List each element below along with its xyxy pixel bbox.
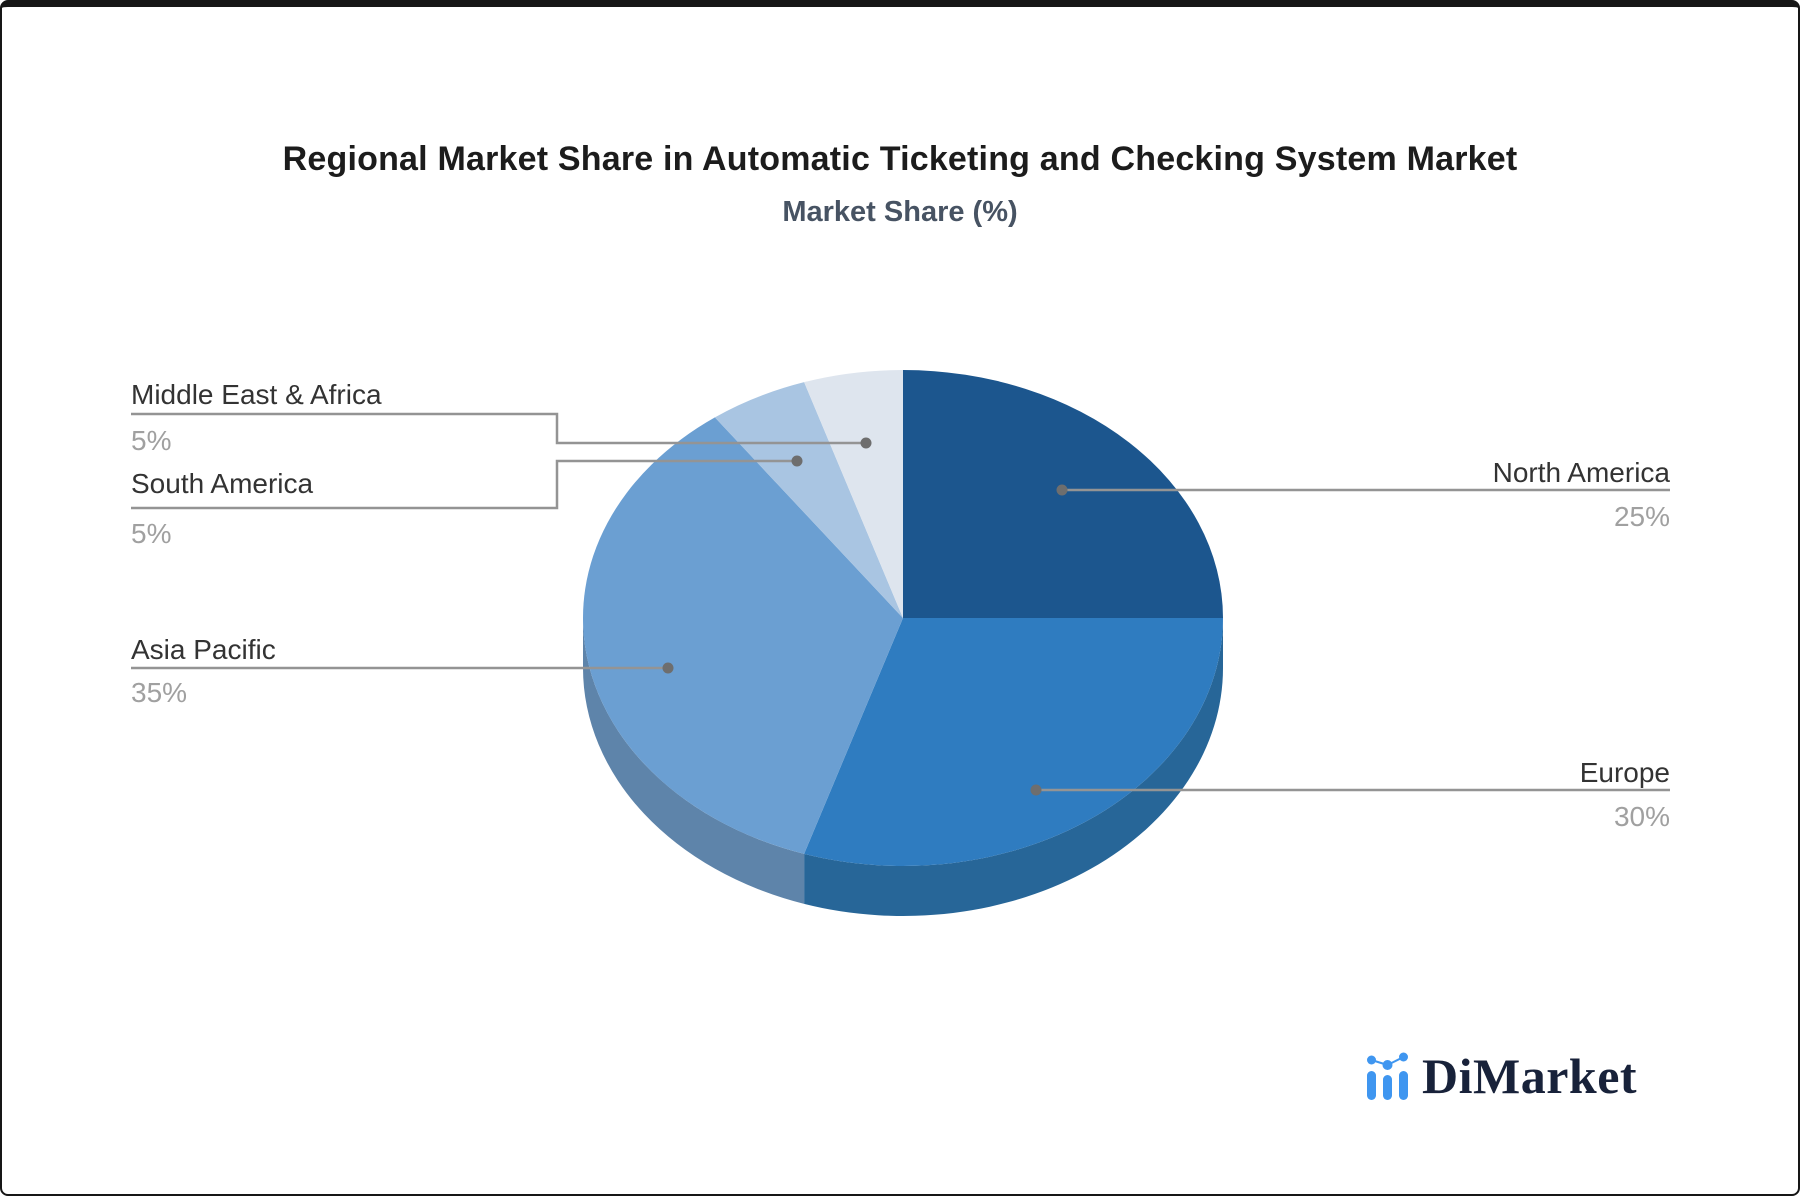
callout-label-middle-east-africa: Middle East & Africa bbox=[131, 379, 382, 410]
callout-dot-south-america bbox=[791, 455, 803, 467]
callout-value-north-america: 25% bbox=[1614, 501, 1670, 532]
callout-dot-north-america bbox=[1056, 484, 1068, 496]
callout-line-middle-east-africa bbox=[131, 412, 866, 445]
callout-label-south-america: South America bbox=[131, 468, 314, 499]
callout-dot-europe bbox=[1030, 784, 1042, 796]
pie-slice-south-america[interactable] bbox=[714, 382, 903, 618]
callout-dot-middle-east-africa bbox=[860, 437, 872, 449]
callout-label-europe: Europe bbox=[1580, 757, 1670, 788]
callout-label-asia-pacific: Asia Pacific bbox=[131, 634, 276, 665]
logo-text: DiMarket bbox=[1422, 1048, 1638, 1104]
chart-title: Regional Market Share in Automatic Ticke… bbox=[282, 140, 1518, 178]
callout-value-europe: 30% bbox=[1614, 801, 1670, 832]
callout-label-north-america: North America bbox=[1493, 457, 1671, 488]
pie-slice-side-europe bbox=[804, 618, 1223, 916]
callout-value-asia-pacific: 35% bbox=[131, 677, 187, 708]
chart-subtitle: Market Share (%) bbox=[782, 196, 1018, 228]
bar-line-chart-icon bbox=[1367, 1052, 1408, 1100]
callout-dot-asia-pacific bbox=[662, 662, 674, 674]
pie-slice-middle-east-africa[interactable] bbox=[804, 370, 903, 618]
dimarket-logo: DiMarket bbox=[1364, 1046, 1637, 1102]
callout-value-south-america: 5% bbox=[131, 518, 171, 549]
pie-slice-europe[interactable] bbox=[804, 618, 1223, 866]
pie-slice-asia-pacific[interactable] bbox=[583, 417, 903, 854]
pie-slice-side-asia-pacific bbox=[583, 618, 805, 904]
callout-value-middle-east-africa: 5% bbox=[131, 425, 171, 456]
callout-line-south-america bbox=[131, 459, 797, 510]
